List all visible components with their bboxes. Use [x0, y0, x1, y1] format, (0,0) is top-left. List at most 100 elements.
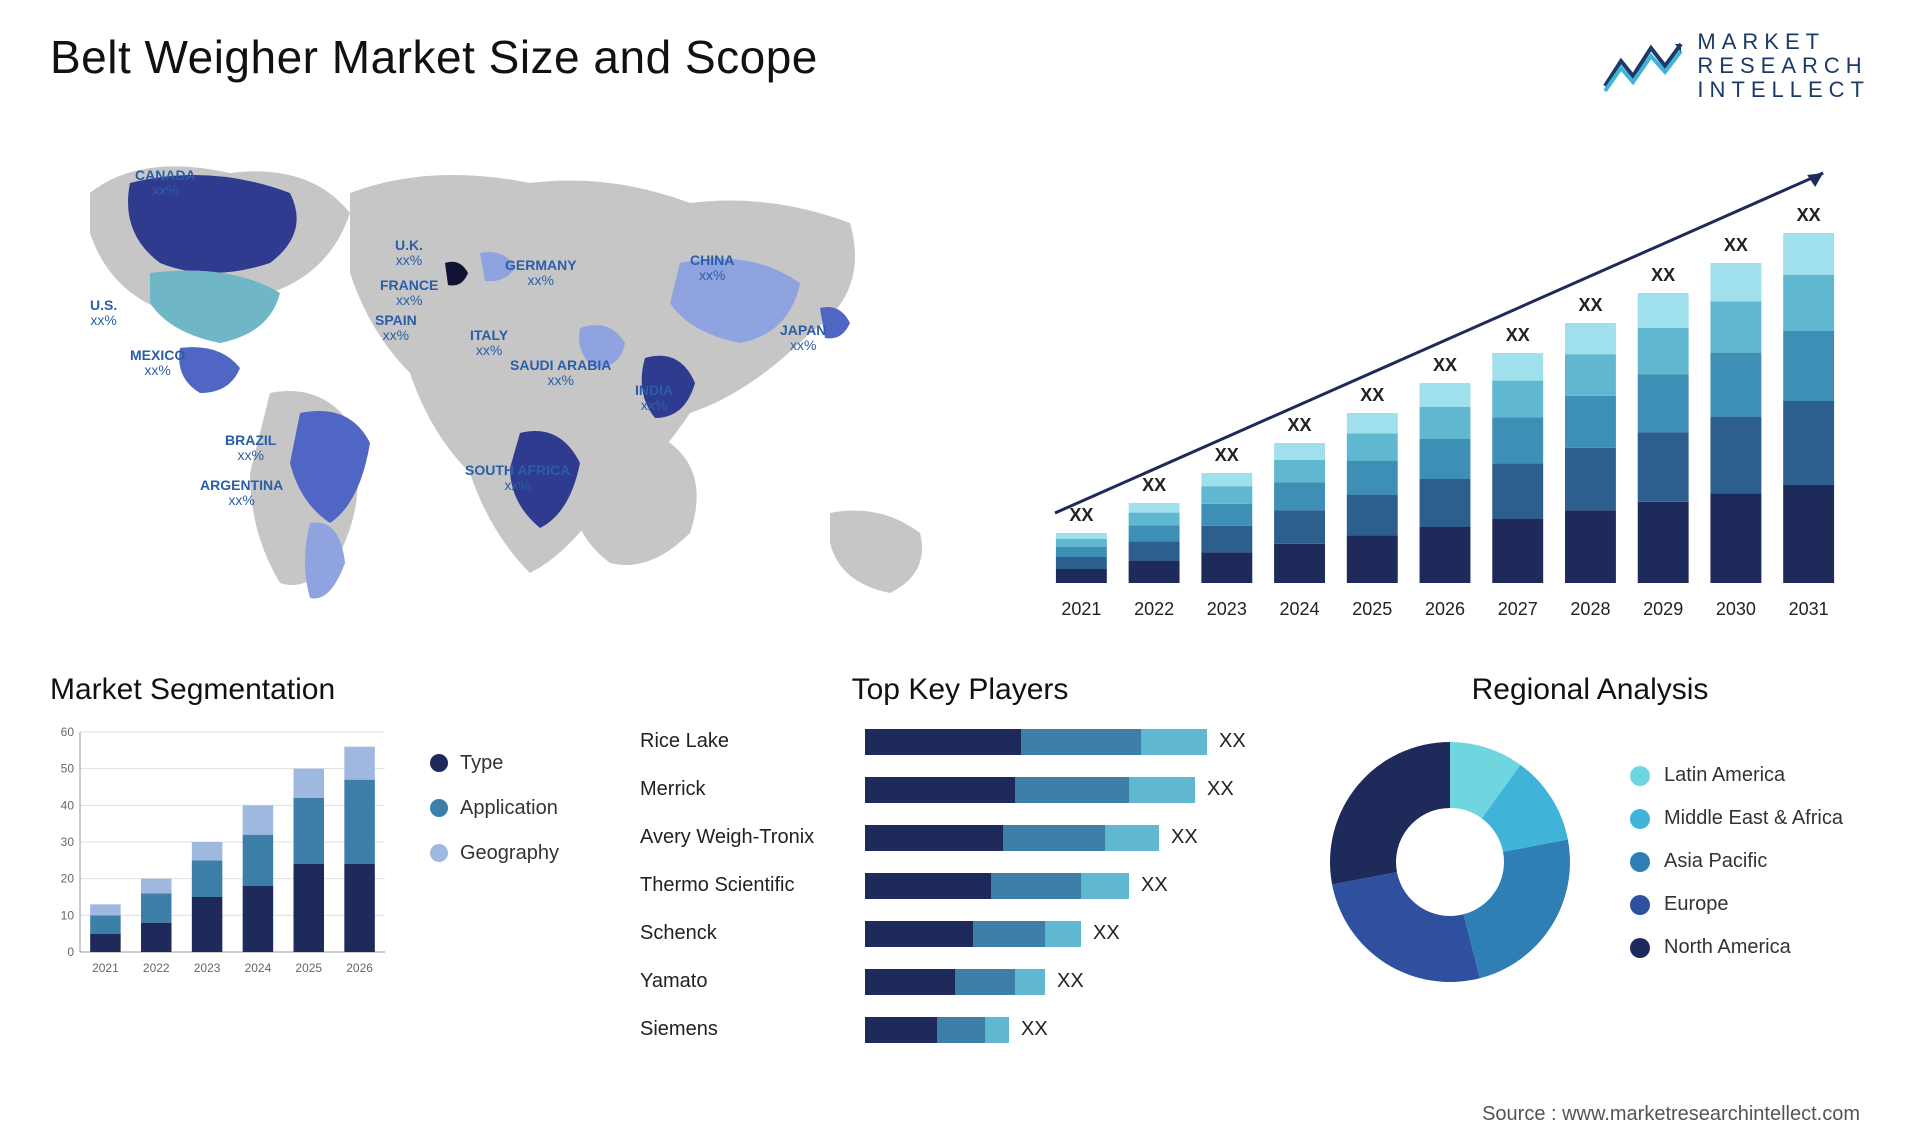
- regional-legend: Latin America Middle East & Africa Asia Pa…: [1630, 764, 1843, 959]
- player-value: XX: [1219, 730, 1246, 753]
- svg-text:2028: 2028: [1570, 599, 1610, 619]
- region-legend-asia-pacific: Asia Pacific: [1630, 850, 1843, 873]
- player-name: Schenck: [640, 922, 865, 945]
- map-label-argentina: ARGENTINAxx%: [200, 478, 283, 509]
- player-row: Avery Weigh-Tronix XX: [640, 818, 1280, 858]
- page-title: Belt Weigher Market Size and Scope: [50, 30, 818, 84]
- svg-text:2029: 2029: [1643, 599, 1683, 619]
- player-value: XX: [1141, 874, 1168, 897]
- world-map: CANADAxx% U.S.xx% MEXICOxx% BRAZILxx% ARGENT…: [50, 133, 970, 633]
- segmentation-chart: 0 10 20 30 40 50 60 2021 2022 2023 2024 2025 2026: [50, 722, 390, 982]
- player-row: Schenck XX: [640, 914, 1280, 954]
- svg-text:2022: 2022: [143, 961, 170, 975]
- region-legend-europe: Europe: [1630, 893, 1843, 916]
- map-label-spain: SPAINxx%: [375, 313, 417, 344]
- player-value: XX: [1057, 970, 1084, 993]
- svg-text:2026: 2026: [1425, 599, 1465, 619]
- svg-text:XX: XX: [1433, 355, 1457, 375]
- regional-title: Regional Analysis: [1472, 673, 1709, 707]
- seg-legend-geography: Geography: [430, 842, 559, 865]
- svg-text:2030: 2030: [1716, 599, 1756, 619]
- svg-text:XX: XX: [1069, 505, 1093, 525]
- player-row: Yamato XX: [640, 962, 1280, 1002]
- map-label-mexico: MEXICOxx%: [130, 348, 185, 379]
- regional-donut: [1310, 722, 1590, 1002]
- svg-text:2022: 2022: [1134, 599, 1174, 619]
- svg-text:40: 40: [61, 798, 75, 812]
- svg-text:2023: 2023: [1207, 599, 1247, 619]
- map-label-canada: CANADAxx%: [135, 168, 196, 199]
- logo-text-2: RESEARCH: [1697, 54, 1870, 78]
- svg-text:30: 30: [61, 835, 75, 849]
- source-attribution: Source : www.marketresearchintellect.com: [1482, 1103, 1860, 1126]
- svg-text:XX: XX: [1797, 205, 1821, 225]
- map-label-south-africa: SOUTH AFRICAxx%: [465, 463, 570, 494]
- svg-text:XX: XX: [1724, 235, 1748, 255]
- player-value: XX: [1093, 922, 1120, 945]
- player-row: Rice Lake XX: [640, 722, 1280, 762]
- svg-text:XX: XX: [1506, 325, 1530, 345]
- svg-text:2027: 2027: [1498, 599, 1538, 619]
- players-list: Rice Lake XX Merrick XX Avery Weigh-Tronix XX…: [640, 722, 1280, 1050]
- svg-text:2031: 2031: [1789, 599, 1829, 619]
- logo-text-1: MARKET: [1697, 30, 1870, 54]
- growth-chart: XX 2021 XX 2022 XX 2023 XX 2024 XX 2025 XX 2026 XX 20…: [1010, 133, 1870, 633]
- map-label-japan: JAPANxx%: [780, 323, 826, 354]
- svg-text:60: 60: [61, 725, 75, 739]
- map-label-u-s-: U.S.xx%: [90, 298, 117, 329]
- player-name: Siemens: [640, 1018, 865, 1041]
- svg-text:XX: XX: [1215, 445, 1239, 465]
- svg-text:20: 20: [61, 871, 75, 885]
- growth-svg: XX 2021 XX 2022 XX 2023 XX 2024 XX 2025 XX 2026 XX 20…: [1010, 133, 1870, 633]
- map-label-india: INDIAxx%: [635, 383, 673, 414]
- seg-legend-application: Application: [430, 797, 559, 820]
- svg-text:2023: 2023: [194, 961, 221, 975]
- player-name: Yamato: [640, 970, 865, 993]
- player-value: XX: [1171, 826, 1198, 849]
- svg-text:2024: 2024: [245, 961, 272, 975]
- player-name: Avery Weigh-Tronix: [640, 826, 865, 849]
- brand-logo: MARKET RESEARCH INTELLECT: [1603, 30, 1870, 103]
- player-name: Merrick: [640, 778, 865, 801]
- players-title: Top Key Players: [640, 673, 1280, 707]
- svg-text:XX: XX: [1288, 415, 1312, 435]
- map-label-brazil: BRAZILxx%: [225, 433, 276, 464]
- player-name: Thermo Scientific: [640, 874, 865, 897]
- map-label-germany: GERMANYxx%: [505, 258, 577, 289]
- segmentation-legend: Type Application Geography: [430, 722, 559, 982]
- player-row: Merrick XX: [640, 770, 1280, 810]
- svg-text:XX: XX: [1142, 475, 1166, 495]
- seg-legend-type: Type: [430, 752, 559, 775]
- svg-text:2024: 2024: [1280, 599, 1320, 619]
- player-name: Rice Lake: [640, 730, 865, 753]
- segmentation-title: Market Segmentation: [50, 673, 610, 707]
- svg-text:2026: 2026: [346, 961, 373, 975]
- map-label-italy: ITALYxx%: [470, 328, 508, 359]
- map-label-france: FRANCExx%: [380, 278, 438, 309]
- player-value: XX: [1021, 1018, 1048, 1041]
- map-label-china: CHINAxx%: [690, 253, 734, 284]
- regional-panel: Regional Analysis Latin America Middle Ea…: [1310, 673, 1870, 1058]
- svg-text:2025: 2025: [1352, 599, 1392, 619]
- svg-text:10: 10: [61, 908, 75, 922]
- logo-icon: [1603, 36, 1683, 96]
- player-row: Siemens XX: [640, 1010, 1280, 1050]
- segmentation-panel: Market Segmentation 0 10 20 30 40 50 60 2021 202…: [50, 673, 610, 1058]
- region-legend-latin-america: Latin America: [1630, 764, 1843, 787]
- players-panel: Top Key Players Rice LakeXXMerrickXXAver…: [640, 673, 1280, 1058]
- logo-text-3: INTELLECT: [1697, 78, 1870, 102]
- svg-text:0: 0: [67, 945, 74, 959]
- region-legend-middle-east-africa: Middle East & Africa: [1630, 807, 1843, 830]
- player-value: XX: [1207, 778, 1234, 801]
- svg-text:XX: XX: [1360, 385, 1384, 405]
- map-label-u-k-: U.K.xx%: [395, 238, 423, 269]
- svg-text:XX: XX: [1578, 295, 1602, 315]
- map-label-saudi-arabia: SAUDI ARABIAxx%: [510, 358, 611, 389]
- svg-text:50: 50: [61, 761, 75, 775]
- svg-text:XX: XX: [1651, 265, 1675, 285]
- svg-text:2021: 2021: [1061, 599, 1101, 619]
- player-row: Thermo Scientific XX: [640, 866, 1280, 906]
- svg-text:2025: 2025: [295, 961, 322, 975]
- svg-text:2021: 2021: [92, 961, 119, 975]
- region-legend-north-america: North America: [1630, 936, 1843, 959]
